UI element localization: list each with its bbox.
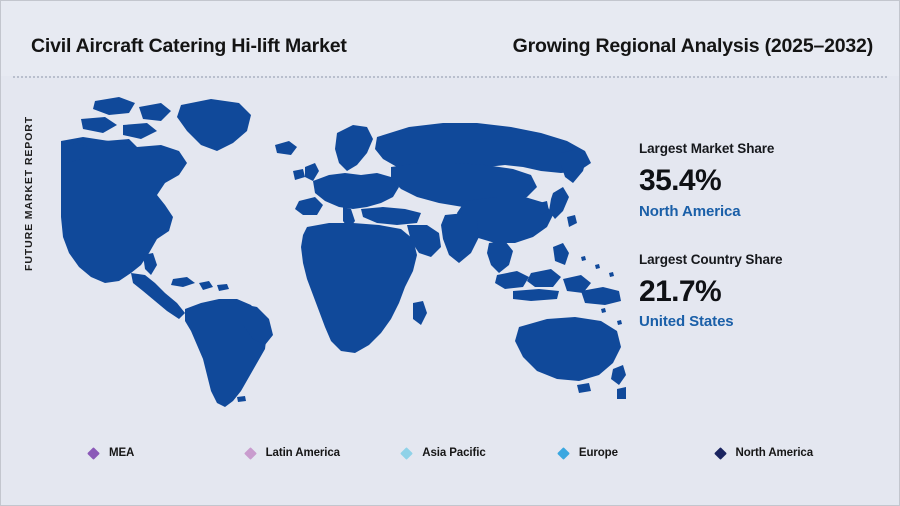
legend-item-asia-pacific: Asia Pacific — [400, 446, 559, 460]
legend-label: MEA — [109, 447, 135, 459]
stat-label: Largest Country Share — [639, 251, 783, 267]
header-divider — [13, 76, 887, 78]
stat-largest-market-share: Largest Market Share 35.4% North America — [639, 141, 879, 220]
legend-item-latin-america: Latin America — [243, 446, 403, 460]
map-landmasses — [61, 97, 626, 407]
diamond-marker-icon — [87, 446, 100, 460]
legend-label: North America — [735, 447, 814, 459]
diamond-marker-icon — [713, 446, 727, 460]
world-map — [61, 97, 626, 407]
stat-region: United States — [639, 313, 734, 330]
diamond-marker-icon — [557, 446, 570, 460]
map-legend: MEA Latin America Asia Pacific Europe No… — [87, 446, 814, 460]
stat-label: Largest Market Share — [639, 141, 775, 156]
header-subtitle: Growing Regional Analysis (2025–2032) — [512, 35, 874, 57]
legend-label: Europe — [578, 447, 618, 459]
legend-item-europe: Europe — [557, 446, 716, 460]
page-title: Civil Aircraft Catering Hi-lift Market — [31, 35, 347, 57]
header-band: Civil Aircraft Catering Hi-lift Market G… — [1, 1, 899, 76]
brand-watermark: FUTURE MARKET REPORT — [23, 115, 35, 271]
stats-panel: Largest Market Share 35.4% North America… — [639, 141, 879, 362]
stat-value: 21.7% — [639, 274, 722, 308]
diamond-marker-icon — [400, 446, 414, 460]
diamond-marker-icon — [243, 446, 257, 460]
stat-largest-country-share: Largest Country Share 21.7% United State… — [639, 252, 879, 331]
legend-item-mea: MEA — [87, 446, 246, 460]
legend-label: Asia Pacific — [422, 447, 486, 459]
stat-value: 35.4% — [639, 164, 722, 197]
legend-label: Latin America — [265, 447, 340, 459]
legend-item-north-america: North America — [713, 446, 814, 460]
stat-region: North America — [639, 202, 741, 220]
world-map-svg — [61, 97, 626, 407]
